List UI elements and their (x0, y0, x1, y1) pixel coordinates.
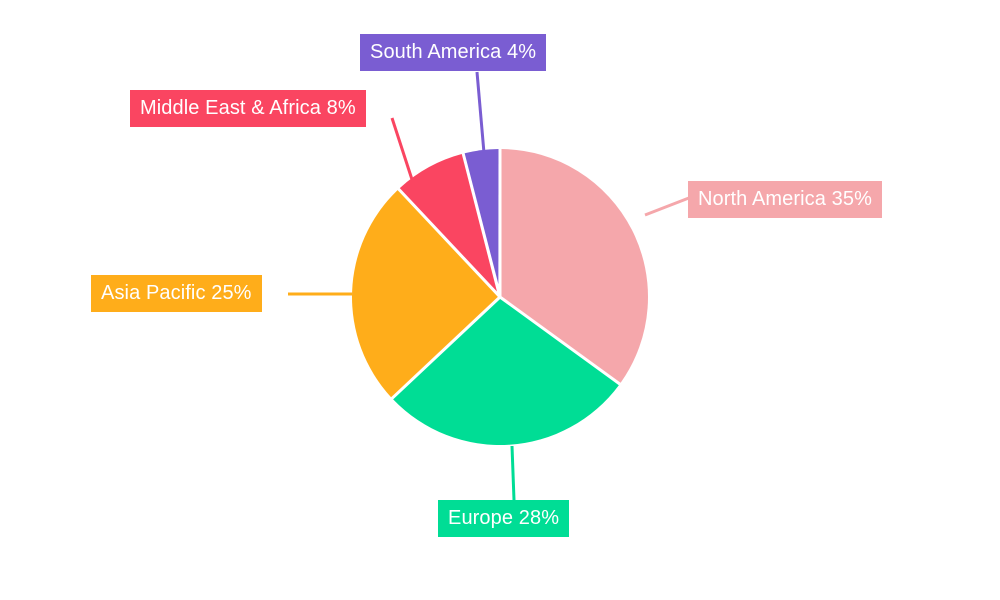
slice-label[interactable]: Europe 28% (438, 500, 570, 537)
pie-slice[interactable] (501, 149, 648, 383)
leader-line (510, 445, 516, 501)
pie-slice[interactable] (399, 154, 497, 292)
slice-label[interactable]: South America 4% (360, 34, 547, 71)
slice-label[interactable]: North America 35% (688, 181, 882, 218)
slice-label[interactable]: Middle East & Africa 8% (130, 90, 366, 127)
pie-slice[interactable] (351, 190, 498, 398)
leader-line (644, 194, 695, 217)
leader-line (475, 71, 486, 154)
slice-label[interactable]: Asia Pacific 25% (91, 275, 262, 312)
pie-slices-group (351, 149, 648, 446)
pie-slice[interactable] (464, 149, 499, 285)
pie-slice[interactable] (393, 298, 619, 446)
